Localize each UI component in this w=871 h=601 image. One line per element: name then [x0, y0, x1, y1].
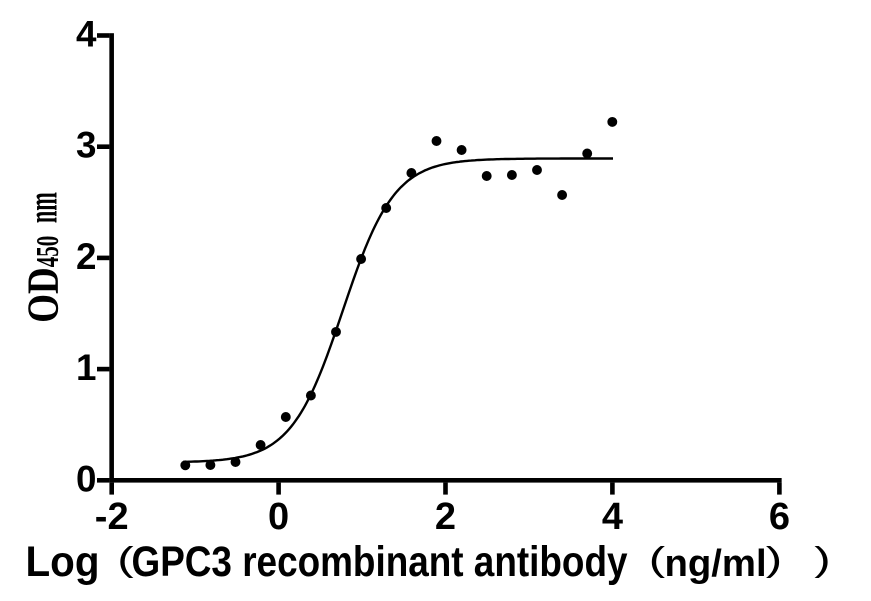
svg-text:1: 1	[76, 347, 96, 388]
svg-text:(: (	[117, 540, 133, 578]
svg-text:2: 2	[76, 236, 96, 277]
svg-text:3: 3	[76, 125, 96, 166]
svg-text:4: 4	[76, 14, 97, 55]
svg-text:2: 2	[435, 496, 456, 538]
svg-text:OD450nm: OD450nm	[19, 192, 68, 323]
svg-text:): )	[814, 540, 830, 578]
svg-text:0: 0	[76, 458, 96, 499]
svg-text:-2: -2	[95, 496, 129, 538]
svg-text:Log: Log	[26, 539, 100, 586]
svg-text:GPC3 recombinant antibody: GPC3 recombinant antibody	[132, 539, 628, 586]
svg-text:6: 6	[769, 496, 790, 538]
svg-text:ng/ml: ng/ml	[665, 542, 767, 585]
svg-text:(: (	[649, 540, 665, 578]
svg-text:4: 4	[602, 496, 623, 538]
svg-text:0: 0	[268, 496, 289, 538]
svg-text:): )	[766, 540, 782, 578]
